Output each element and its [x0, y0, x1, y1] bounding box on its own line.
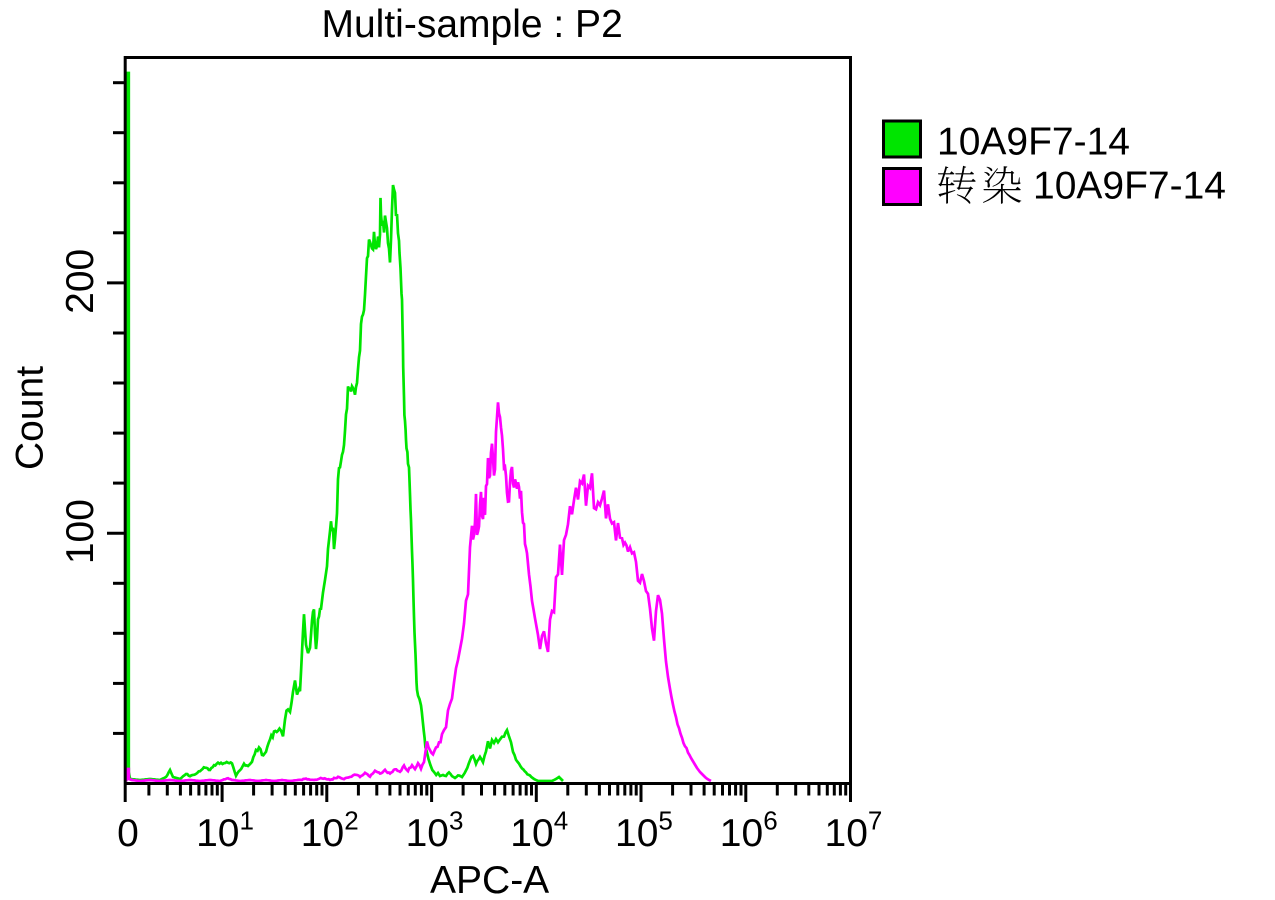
svg-text:Count: Count	[9, 366, 52, 470]
svg-text:10A9F7-14: 10A9F7-14	[1033, 165, 1226, 208]
svg-text:Multi-sample : P2: Multi-sample : P2	[322, 3, 623, 46]
svg-text:100: 100	[59, 499, 102, 564]
svg-text:200: 200	[59, 249, 102, 314]
svg-text:10A9F7-14: 10A9F7-14	[937, 121, 1130, 164]
svg-text:0: 0	[117, 812, 139, 855]
svg-text:APC-A: APC-A	[430, 859, 549, 900]
